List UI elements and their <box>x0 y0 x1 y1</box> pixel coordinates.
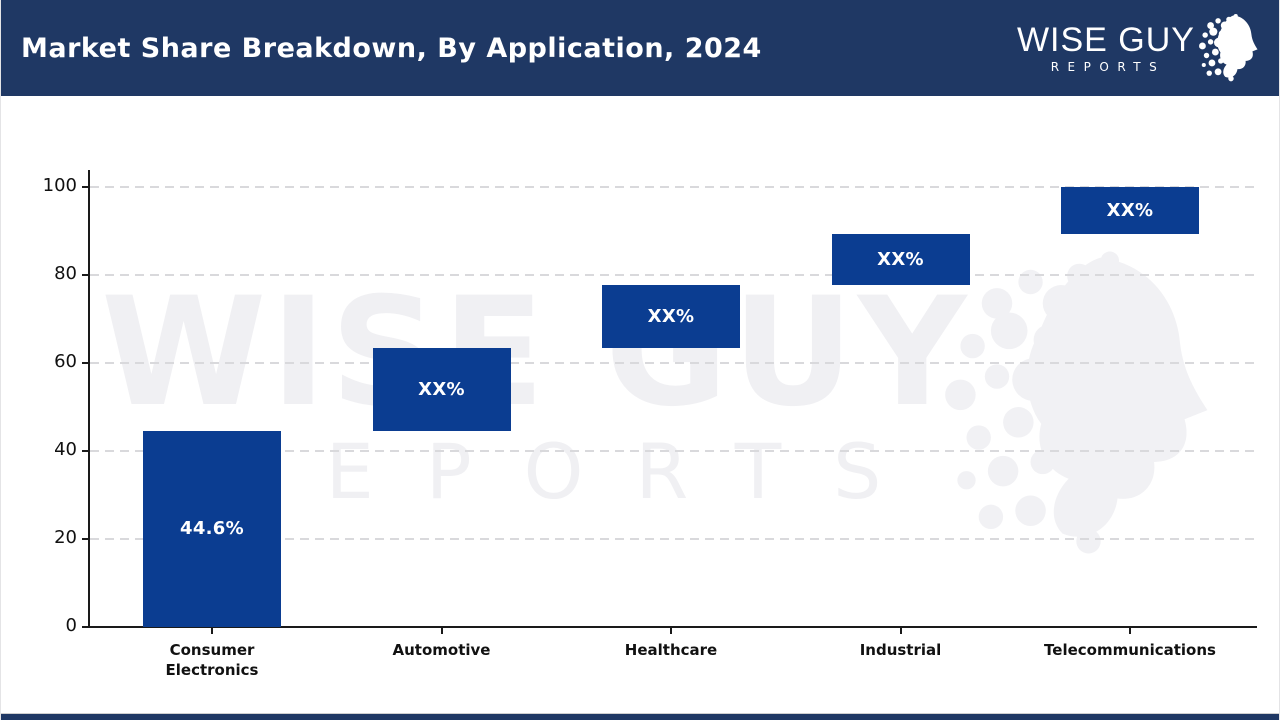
bar-value-label-automotive: XX% <box>418 378 465 400</box>
x-axis <box>88 626 1257 628</box>
y-tick-label-80: 80 <box>54 263 77 284</box>
x-tick-telecommunications <box>1129 628 1131 634</box>
category-label-telecommunications: Telecommunications <box>1044 641 1216 659</box>
gridline-y-100 <box>90 186 1257 188</box>
y-tick-label-40: 40 <box>54 439 77 460</box>
page-title: Market Share Breakdown, By Application, … <box>21 32 762 64</box>
brand-tagline: REPORTS <box>1050 59 1166 74</box>
y-tick-label-20: 20 <box>54 527 77 548</box>
y-tick-20 <box>82 538 89 540</box>
x-tick-consumer-electronics <box>211 628 213 634</box>
y-tick-60 <box>82 362 89 364</box>
x-tick-industrial <box>899 628 902 634</box>
brand-name: WISE GUY <box>1016 20 1195 59</box>
bar-automotive: XX% <box>372 348 511 431</box>
y-tick-label-60: 60 <box>54 351 77 372</box>
watermark-tagline-text: REPORTS <box>221 427 934 516</box>
gridline-y-20 <box>90 538 1257 540</box>
y-tick-label-0: 0 <box>65 615 77 636</box>
y-axis <box>88 170 90 628</box>
gridline-y-40 <box>90 450 1257 452</box>
y-tick-80 <box>82 274 89 276</box>
brand-logo: WISE GUY REPORTS <box>1017 8 1265 88</box>
brand-logo-text: WISE GUY REPORTS <box>1017 23 1195 74</box>
y-tick-100 <box>82 186 89 188</box>
category-label-industrial: Industrial <box>859 641 942 659</box>
gridline-y-60 <box>90 362 1257 364</box>
dotted-head-logo-icon <box>1197 8 1265 88</box>
gridline-y-80 <box>90 274 1257 276</box>
bar-healthcare: XX% <box>602 284 740 349</box>
header: Market Share Breakdown, By Application, … <box>1 0 1279 96</box>
bar-value-label-industrial: XX% <box>877 248 924 270</box>
bar-consumer-electronics: 44.6% <box>143 430 281 627</box>
footer-bar <box>1 714 1279 720</box>
bar-industrial: XX% <box>831 234 970 285</box>
bar-telecommunications: XX% <box>1061 187 1199 235</box>
category-label-automotive: Automotive <box>392 641 491 659</box>
y-tick-label-100: 100 <box>42 175 77 196</box>
x-tick-healthcare <box>670 628 672 634</box>
bar-value-label-healthcare: XX% <box>647 305 695 327</box>
footer-divider <box>1 713 1279 714</box>
x-tick-automotive <box>440 628 443 634</box>
category-label-consumer-electronics: Consumer Electronics <box>165 641 259 680</box>
bar-value-label-telecommunications: XX% <box>1106 200 1154 222</box>
y-tick-0 <box>82 626 89 628</box>
watermark-brand-text: WISE GUY <box>101 266 971 440</box>
watermark-head-icon <box>936 208 1241 600</box>
y-tick-40 <box>82 450 89 452</box>
bar-value-label-consumer-electronics: 44.6% <box>180 518 244 540</box>
category-label-healthcare: Healthcare <box>624 641 718 659</box>
